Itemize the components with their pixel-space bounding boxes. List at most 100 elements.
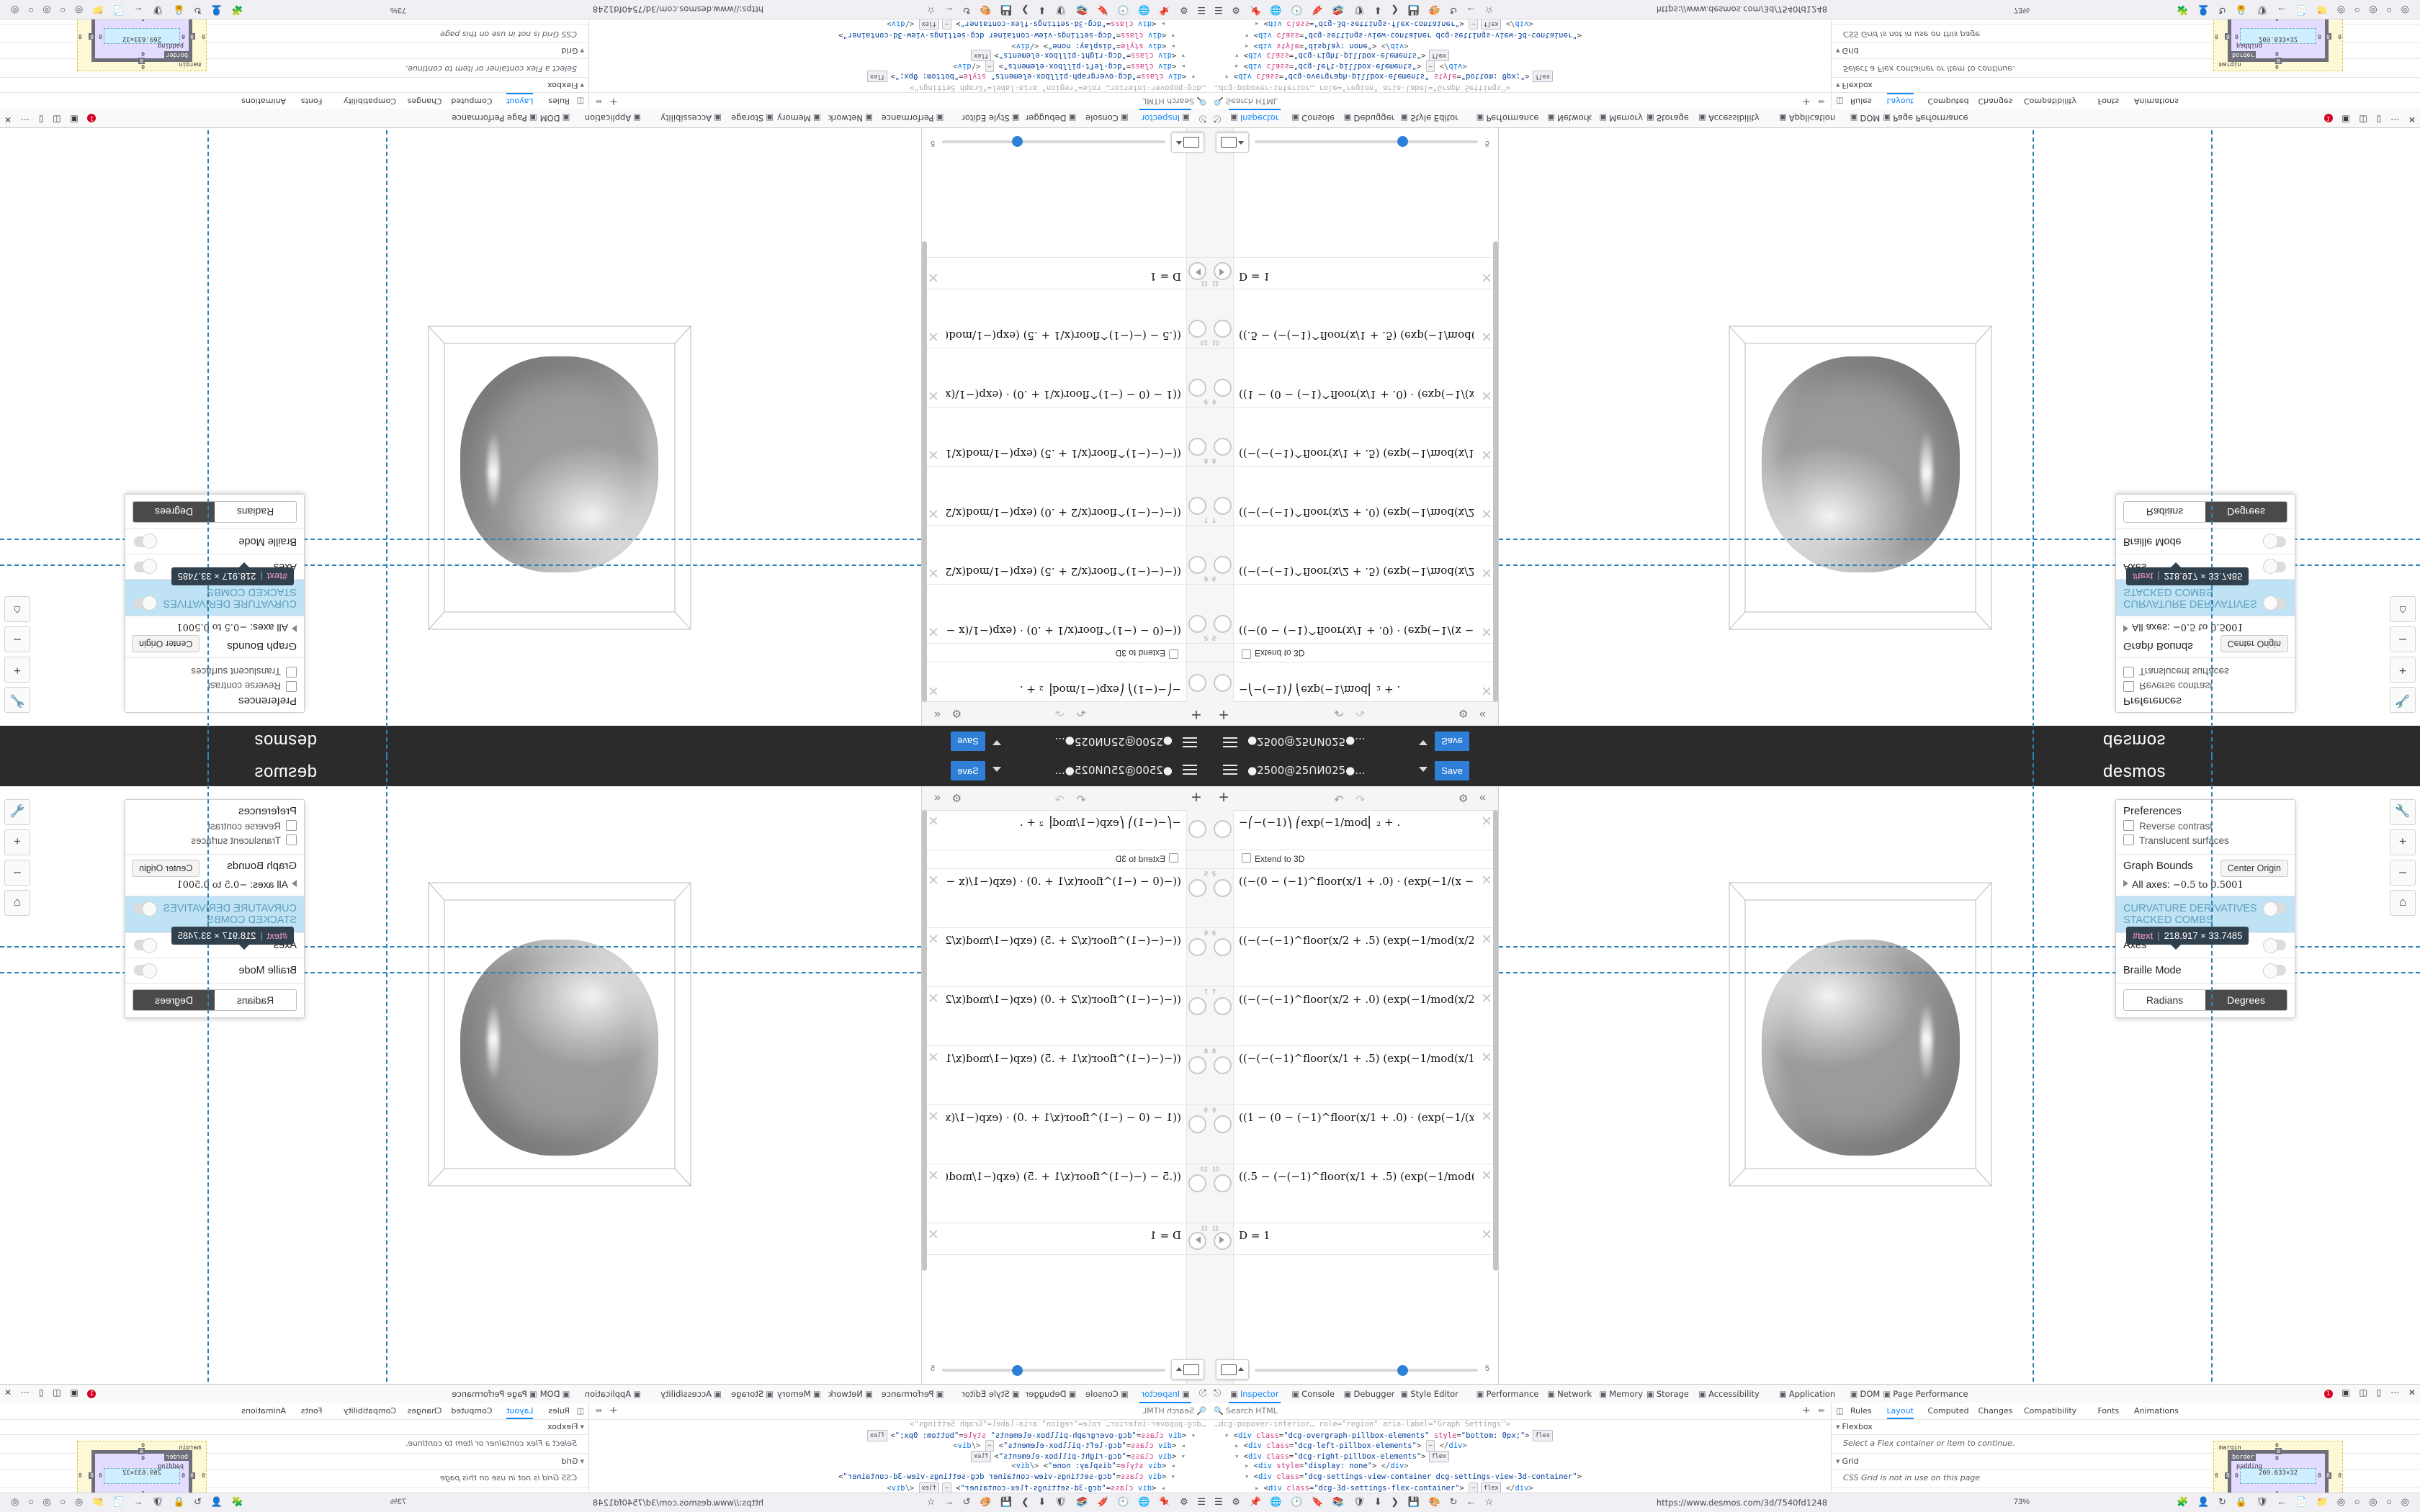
parameter-slider[interactable]: 5 — [1255, 136, 1489, 148]
element-picker-icon[interactable]: ⎋ — [1198, 113, 1206, 124]
expression-math[interactable]: ((.5 − (−(−1)^floor(x/1 + .5) (exp(−1/mo… — [946, 329, 1181, 342]
sidebar-tab-fonts[interactable]: Fonts — [300, 1406, 323, 1416]
expression-math[interactable]: −⎛−(−1)⎞ ⎛exp(−1/mod⎜ ₂ + . — [1019, 683, 1181, 696]
responsive-design-icon[interactable]: ▣ — [70, 1387, 79, 1398]
dom-node[interactable]: ▾ <div class="dcg-right-pillbox-elements… — [589, 49, 1210, 62]
dock-icon[interactable]: ▯ — [2376, 114, 2382, 125]
save-button[interactable]: Save — [951, 761, 985, 780]
save-button[interactable]: Save — [1435, 732, 1469, 751]
dom-tree[interactable]: …dcg-popover-interior… role="region" ari… — [1210, 14, 1831, 93]
all-axes-row[interactable]: All axes: −0.5 to 0.5001 — [2123, 621, 2287, 634]
expression-math[interactable]: ((1 − (0 − (−1)^floor(x/1 + .0) · (exp(−… — [946, 1111, 1181, 1124]
expression-scrollbar[interactable] — [922, 810, 927, 1271]
graph-viewport[interactable]: Preferences Reverse contrast Translucent… — [0, 128, 921, 726]
dot-icon[interactable]: ○ — [60, 5, 66, 16]
element-picker-icon[interactable]: ⎋ — [1214, 113, 1222, 124]
gear-icon[interactable]: ⚙ — [1458, 707, 1469, 719]
tab-console[interactable]: ▣Console — [1085, 1389, 1129, 1399]
download-icon[interactable]: ⬇ — [1038, 1496, 1047, 1507]
dot-icon[interactable]: ◎ — [74, 1496, 84, 1507]
flexbox-header[interactable]: ▾Flexbox — [1836, 81, 1873, 90]
double-chevron-left-icon[interactable]: « — [934, 791, 941, 804]
flexbox-header[interactable]: ▾Flexbox — [547, 81, 584, 90]
shield-icon[interactable]: 🛡 — [1353, 1496, 1366, 1507]
dom-node[interactable]: ▸ <div style="display: none"> </div> — [1245, 1462, 1409, 1471]
bounds-min-input[interactable]: −0.5 — [224, 621, 248, 632]
degrees-button[interactable]: Degrees — [2205, 502, 2287, 522]
wrench-icon[interactable]: 🔧 — [4, 687, 30, 713]
dot-icon[interactable]: ◎ — [42, 1496, 51, 1507]
expression-bubble[interactable] — [1214, 379, 1232, 397]
expression-math[interactable]: D = 1 — [1239, 270, 1270, 283]
element-picker-icon[interactable]: ⎋ — [1214, 1388, 1222, 1399]
sidebar-tab-compatibility[interactable]: Compatibility — [343, 96, 396, 106]
center-origin-button[interactable]: Center Origin — [2220, 860, 2288, 877]
row-braille-mode[interactable]: Braille Mode — [2116, 958, 2295, 984]
expression-math[interactable]: ((.5 − (−(−1)^floor(x/1 + .5) (exp(−1/mo… — [946, 1170, 1181, 1183]
parameter-slider[interactable]: 5 — [931, 136, 1165, 148]
bounds-min-input[interactable]: −0.5 — [224, 880, 248, 891]
home-icon[interactable]: ⌂ — [4, 890, 30, 916]
meatball-menu-icon[interactable]: ⋯ — [20, 114, 30, 125]
delete-expression-button[interactable]: ✕ — [1481, 505, 1492, 521]
degrees-button[interactable]: Degrees — [133, 990, 215, 1010]
dot-icon[interactable]: ◎ — [2336, 1496, 2346, 1507]
expression-row[interactable]: ✕ −⎛−(−1)⎞ ⎛exp(−1/mod⎜ ₂ + . — [922, 810, 1210, 850]
reverse-contrast-checkbox[interactable]: Reverse contrast — [133, 680, 297, 692]
wrench-icon[interactable]: 🔧 — [4, 799, 30, 825]
expression-math[interactable]: ((−(−(−1)^floor(x/2 + .5) (exp(−1/mod(x/… — [1239, 934, 1474, 947]
add-node-icon[interactable]: + — [1802, 96, 1811, 107]
sidebar-tab-fonts[interactable]: Fonts — [300, 96, 323, 106]
save-button[interactable]: Save — [951, 732, 985, 751]
dot-icon[interactable]: ◎ — [2369, 1496, 2378, 1507]
tab-dom[interactable]: ▣DOM — [1850, 1389, 1881, 1399]
expression-math[interactable]: ((1 − (0 − (−1)^floor(x/1 + .0) · (exp(−… — [1239, 1111, 1474, 1124]
toggle-switch[interactable] — [2263, 536, 2286, 547]
tab-accessibility[interactable]: ▣Accessibility — [1698, 1389, 1760, 1399]
add-expression-button[interactable]: + — [1191, 788, 1201, 807]
double-chevron-left-icon[interactable]: « — [934, 708, 941, 721]
tab-dom[interactable]: ▣DOM — [539, 1389, 570, 1399]
expression-row[interactable]: 8 ✕ ((−(−(−1)^floor(x/1 + .5) (exp(−1/mod(… — [922, 1046, 1210, 1105]
dot-icon[interactable]: ◎ — [42, 5, 51, 16]
delete-expression-button[interactable]: ✕ — [928, 505, 939, 521]
container-icon[interactable]: 📁 — [91, 1496, 104, 1507]
expression-row[interactable]: 9 ✕ ((1 − (0 − (−1)^floor(x/1 + .0) · (exp… — [922, 1105, 1210, 1164]
search-input[interactable] — [1224, 1405, 1659, 1416]
sidebar-tab-layout[interactable]: Layout — [506, 93, 534, 106]
delete-expression-button[interactable]: ✕ — [928, 269, 939, 284]
dom-node[interactable]: ▸ <div class="dcg-left-pillbox-elements"… — [1210, 60, 1831, 72]
tab-application[interactable]: ▣Application — [584, 113, 641, 123]
dock-icon[interactable]: ▯ — [2376, 1387, 2382, 1398]
tab-network[interactable]: ▣Network — [828, 1389, 873, 1399]
add-expression-button[interactable]: + — [1219, 705, 1229, 724]
expression-math[interactable]: ((−(−(−1)^floor(x/1 + .5) (exp(−1/mod(x/… — [946, 1052, 1181, 1065]
tab-debugger[interactable]: ▣Debugger — [1343, 1389, 1395, 1399]
split-console-icon[interactable]: ◫ — [2359, 1387, 2367, 1398]
palette-icon[interactable]: 🎨 — [1428, 5, 1440, 16]
eyedropper-icon[interactable]: ✏ — [1818, 1406, 1825, 1416]
clock-icon[interactable]: 🕑 — [1117, 1496, 1129, 1507]
dom-node[interactable]: …dcg-popover-interior… role="region" ari… — [1214, 1420, 1510, 1428]
expression-bubble[interactable] — [1188, 438, 1206, 456]
graph-viewport[interactable]: Preferences Reverse contrast Translucent… — [0, 786, 921, 1384]
dot-icon[interactable]: ◎ — [11, 5, 19, 16]
menu-icon[interactable]: ☰ — [1197, 5, 1206, 16]
expression-bubble[interactable] — [1188, 1115, 1206, 1133]
expression-row[interactable]: Extend to 3D — [922, 643, 1210, 662]
delete-expression-button[interactable]: ✕ — [1481, 446, 1492, 462]
element-picker-icon[interactable]: ⎋ — [1198, 1388, 1206, 1399]
extensions-icon[interactable]: 🧩 — [2177, 5, 2189, 16]
container-icon[interactable]: 📁 — [2316, 1496, 2329, 1507]
expression-row[interactable]: 11 ✕ D = 1 — [1210, 1223, 1498, 1255]
add-node-icon[interactable]: + — [1802, 1405, 1811, 1416]
reload-icon[interactable]: ↻ — [962, 1496, 971, 1507]
expression-math[interactable]: ((−(0 − (−1)^floor(x/1 + .0) · (exp(−1/(… — [1239, 875, 1474, 888]
tab-network[interactable]: ▣Network — [1547, 113, 1592, 123]
dom-node[interactable]: ▸ <div style="display: none"> </div> — [1011, 41, 1175, 50]
search-input[interactable] — [761, 96, 1196, 107]
tab-network[interactable]: ▣Network — [1547, 1389, 1592, 1399]
dom-node[interactable]: ▾ <div class="dcg-overgraph-pillbox-elem… — [1210, 1429, 1831, 1442]
tab-memory[interactable]: ▣Memory — [776, 1389, 821, 1399]
responsive-design-icon[interactable]: ▣ — [2341, 1387, 2350, 1398]
